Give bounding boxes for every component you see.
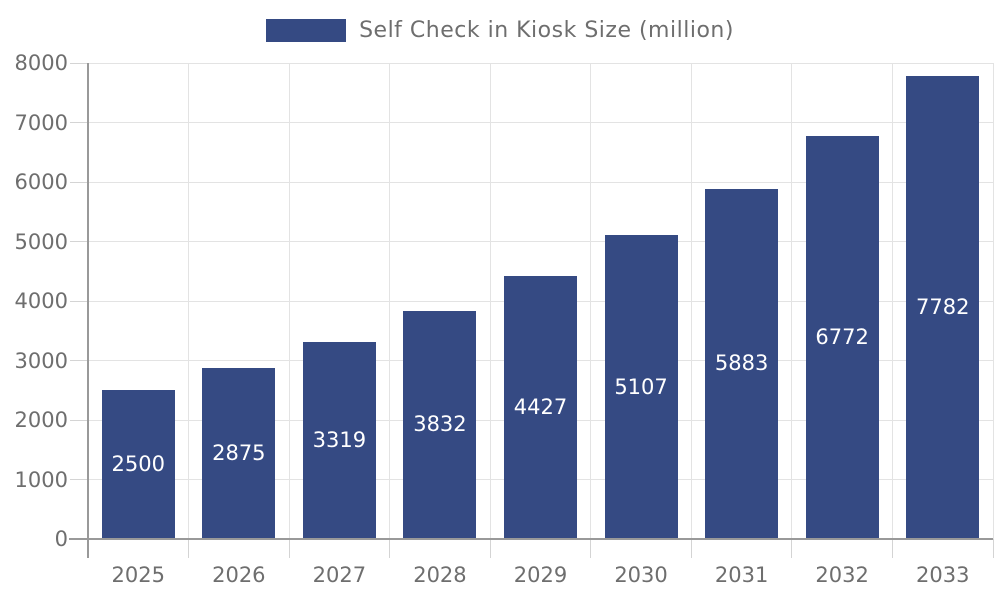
x-axis-label: 2031	[714, 563, 769, 587]
x-axis-label: 2030	[614, 563, 668, 587]
x-axis-tick	[791, 539, 793, 558]
y-axis-label: 1000	[14, 467, 68, 492]
bar-2026[interactable]	[202, 367, 276, 538]
bar-2033[interactable]	[906, 75, 980, 538]
bar-2025[interactable]	[101, 390, 175, 538]
bar-value-label: 6772	[815, 325, 869, 350]
bar-value-label: 2875	[212, 440, 266, 465]
legend-swatch	[266, 19, 347, 42]
y-axis-label: 5000	[14, 229, 68, 254]
gridline-v	[489, 63, 491, 539]
gridline-h	[88, 241, 993, 242]
bar-2030[interactable]	[604, 235, 678, 538]
gridline-v	[891, 63, 893, 539]
bar-value-label: 2500	[111, 452, 165, 477]
x-axis-label: 2032	[815, 563, 869, 587]
y-axis-tick	[70, 419, 88, 421]
x-axis-tick	[690, 539, 692, 558]
x-axis-label: 2025	[111, 563, 165, 587]
bar-value-label: 5107	[614, 374, 668, 399]
x-axis-tick	[188, 539, 190, 558]
x-axis-tick	[389, 539, 391, 558]
x-axis-line	[69, 537, 993, 540]
bar-2031[interactable]	[705, 188, 779, 538]
x-axis-label: 2027	[312, 563, 367, 587]
bar-value-label: 5883	[714, 351, 769, 376]
bar-value-label: 3319	[312, 427, 367, 452]
bar-value-label: 4427	[513, 394, 568, 419]
x-axis-label: 2029	[513, 563, 568, 587]
y-axis-tick	[70, 181, 88, 183]
bar-2032[interactable]	[805, 136, 879, 538]
gridline-h	[88, 122, 993, 123]
gridline-v	[690, 63, 692, 539]
gridline-h	[88, 62, 993, 64]
y-axis-label: 8000	[14, 51, 68, 75]
y-axis-tick	[70, 62, 88, 64]
bar-value-label: 3832	[413, 412, 467, 437]
gridline-v	[992, 63, 994, 539]
gridline-v	[188, 63, 190, 539]
bar-2027[interactable]	[302, 341, 376, 538]
y-axis-label: 0	[54, 527, 68, 551]
gridline-h	[88, 181, 993, 183]
bar-2028[interactable]	[403, 310, 477, 538]
y-axis-tick	[70, 300, 88, 302]
gridline-v	[288, 63, 290, 539]
x-axis-tick	[590, 539, 592, 558]
x-axis-label: 2033	[915, 563, 970, 587]
x-axis-label: 2028	[413, 563, 467, 587]
legend[interactable]: Self Check in Kiosk Size (million)	[0, 18, 1000, 43]
bar-value-label: 7782	[915, 294, 970, 319]
y-axis-tick	[70, 122, 88, 123]
x-axis-label: 2026	[212, 563, 266, 587]
gridline-v	[389, 63, 391, 539]
y-axis-tick	[70, 241, 88, 242]
y-axis-tick	[70, 479, 88, 480]
y-axis-label: 6000	[14, 170, 68, 194]
y-axis-label: 7000	[14, 110, 68, 135]
y-axis-label: 4000	[14, 289, 68, 313]
y-axis-label: 3000	[14, 348, 68, 373]
bar-2029[interactable]	[504, 275, 577, 538]
x-axis-tick	[489, 539, 491, 558]
y-axis-line	[86, 63, 89, 558]
legend-label: Self Check in Kiosk Size (million)	[359, 18, 734, 43]
x-axis-tick	[891, 539, 893, 558]
gridline-v	[590, 63, 592, 539]
x-axis-tick	[288, 539, 290, 558]
x-axis-tick	[992, 539, 994, 558]
y-axis-tick	[70, 360, 88, 361]
y-axis-label: 2000	[14, 408, 68, 432]
gridline-v	[791, 63, 793, 539]
